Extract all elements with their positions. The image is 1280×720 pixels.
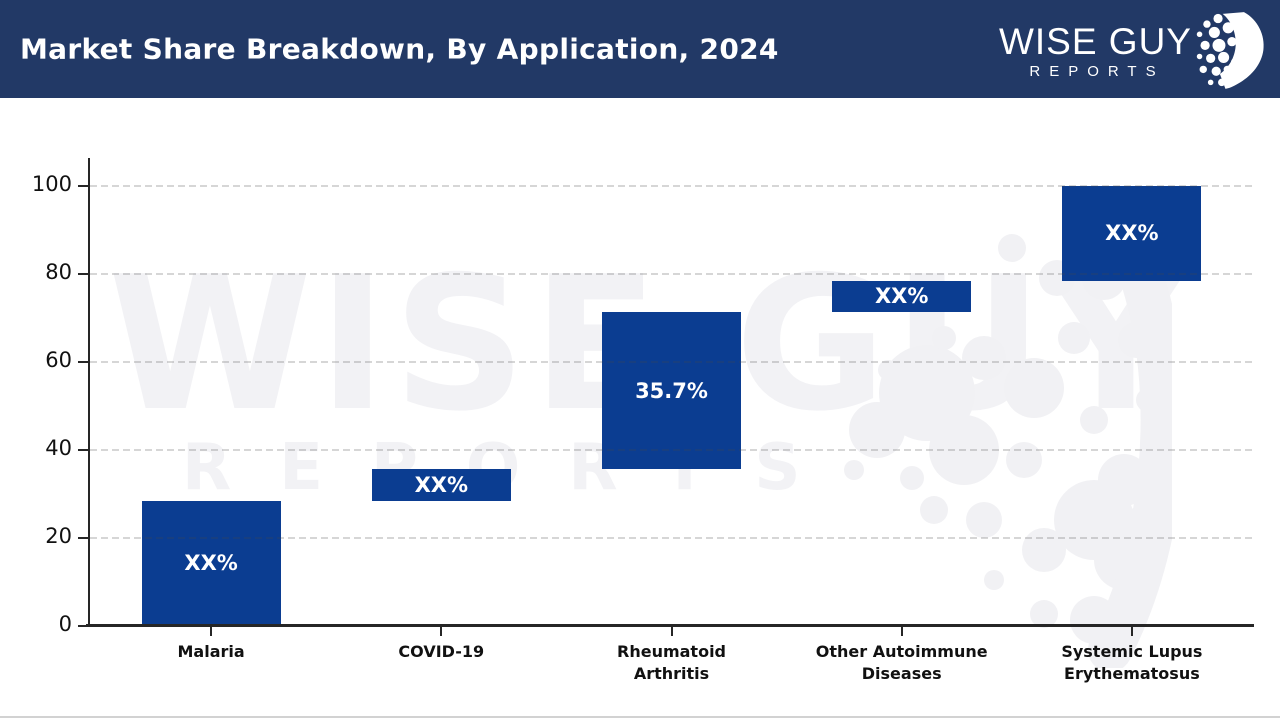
x-category-label-line: Systemic Lupus	[1061, 642, 1203, 661]
y-tick-60	[78, 361, 89, 363]
x-category-label: Malaria	[91, 641, 331, 663]
gridline-60	[90, 361, 1252, 363]
gridline-40	[90, 449, 1252, 451]
x-category-label-line: Arthritis	[633, 663, 710, 683]
x-category-label-line: Erythematosus	[1064, 663, 1200, 683]
page-title: Market Share Breakdown, By Application, …	[20, 32, 779, 66]
x-category-label-line: Malaria	[177, 642, 245, 661]
y-tick-label-100: 100	[31, 172, 72, 196]
bar-value-label: XX%	[414, 472, 469, 497]
x-category-label: Rheumatoid Arthritis	[552, 641, 792, 684]
watermark-face-icon	[844, 218, 1172, 668]
x-category-label: COVID-19	[321, 641, 561, 663]
y-tick-label-80: 80	[45, 260, 72, 284]
x-tick-1	[440, 627, 443, 636]
bar-value-label: 35.7%	[635, 378, 708, 403]
y-tick-80	[78, 273, 89, 275]
bar-value-label: XX%	[1105, 221, 1159, 246]
bar-other-autoimmune-diseases	[832, 280, 972, 313]
x-tick-2	[670, 627, 673, 636]
y-tick-100	[78, 185, 89, 187]
y-tick-20	[78, 537, 89, 539]
x-category-label-line: Rheumatoid	[617, 642, 726, 661]
bar-rheumatoid-arthritis	[602, 312, 741, 470]
logo-wordmark: WISE GUY	[998, 21, 1192, 63]
bar-value-label: XX%	[184, 551, 238, 576]
x-category-label-line: Other Autoimmune	[815, 642, 988, 661]
y-tick-40	[78, 449, 89, 451]
x-tick-3	[900, 627, 903, 636]
gridline-80	[90, 273, 1252, 275]
x-category-label: Systemic Lupus Erythematosus	[1012, 641, 1252, 684]
y-tick-label-20: 20	[45, 524, 72, 548]
bar-covid-19	[371, 469, 511, 501]
bar-value-label: XX%	[874, 284, 929, 309]
y-tick-label-40: 40	[45, 436, 72, 460]
x-category-label: Other Autoimmune Diseases	[782, 641, 1022, 684]
gridline-20	[90, 537, 1252, 539]
x-tick-4	[1130, 627, 1133, 636]
bar-malaria	[141, 500, 281, 626]
bar-systemic-lupus-erythematosus	[1062, 186, 1202, 281]
logo-subtitle: REPORTS	[1029, 62, 1165, 80]
x-category-label-line: COVID-19	[398, 642, 485, 661]
plot-area: 0 20 40 60 80 100 XX% Malaria XX% COVID-19 35.7% Rh…	[0, 98, 1280, 720]
header-banner: Market Share Breakdown, By Application, …	[0, 0, 1280, 98]
y-axis-line	[88, 158, 90, 626]
footer-divider	[0, 716, 1280, 718]
y-tick-label-0: 0	[58, 612, 72, 636]
gridline-100	[90, 185, 1252, 187]
y-tick-label-60: 60	[45, 348, 72, 372]
logo-text: WISE GUY REPORTS	[999, 21, 1192, 79]
x-axis-line	[86, 624, 1254, 627]
logo-face-icon	[1196, 12, 1264, 89]
wiseguy-logo: WISE GUY REPORTS	[999, 8, 1268, 92]
x-category-label-line: Diseases	[861, 663, 942, 683]
y-tick-0	[78, 625, 89, 627]
x-tick-0	[210, 627, 213, 636]
